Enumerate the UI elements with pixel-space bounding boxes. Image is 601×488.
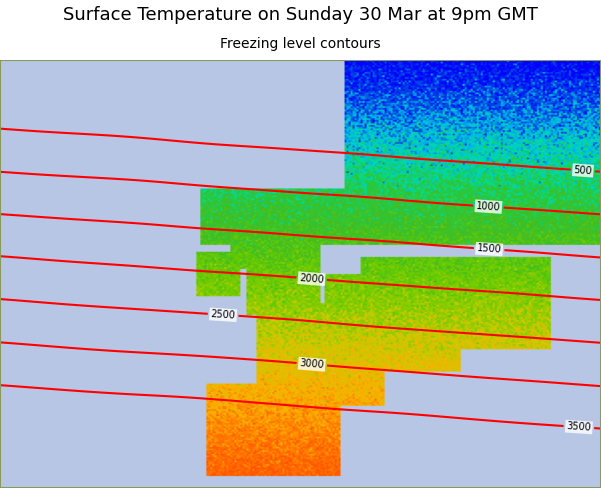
Text: 1000: 1000 (476, 201, 501, 212)
Text: 3000: 3000 (299, 358, 325, 370)
Text: 1500: 1500 (477, 244, 502, 255)
Text: 2500: 2500 (210, 309, 236, 321)
Text: Freezing level contours: Freezing level contours (220, 37, 381, 51)
Text: 3500: 3500 (566, 421, 591, 433)
Text: 2000: 2000 (299, 273, 324, 285)
Text: 500: 500 (573, 165, 593, 176)
Text: Surface Temperature on Sunday 30 Mar at 9pm GMT: Surface Temperature on Sunday 30 Mar at … (63, 6, 538, 23)
